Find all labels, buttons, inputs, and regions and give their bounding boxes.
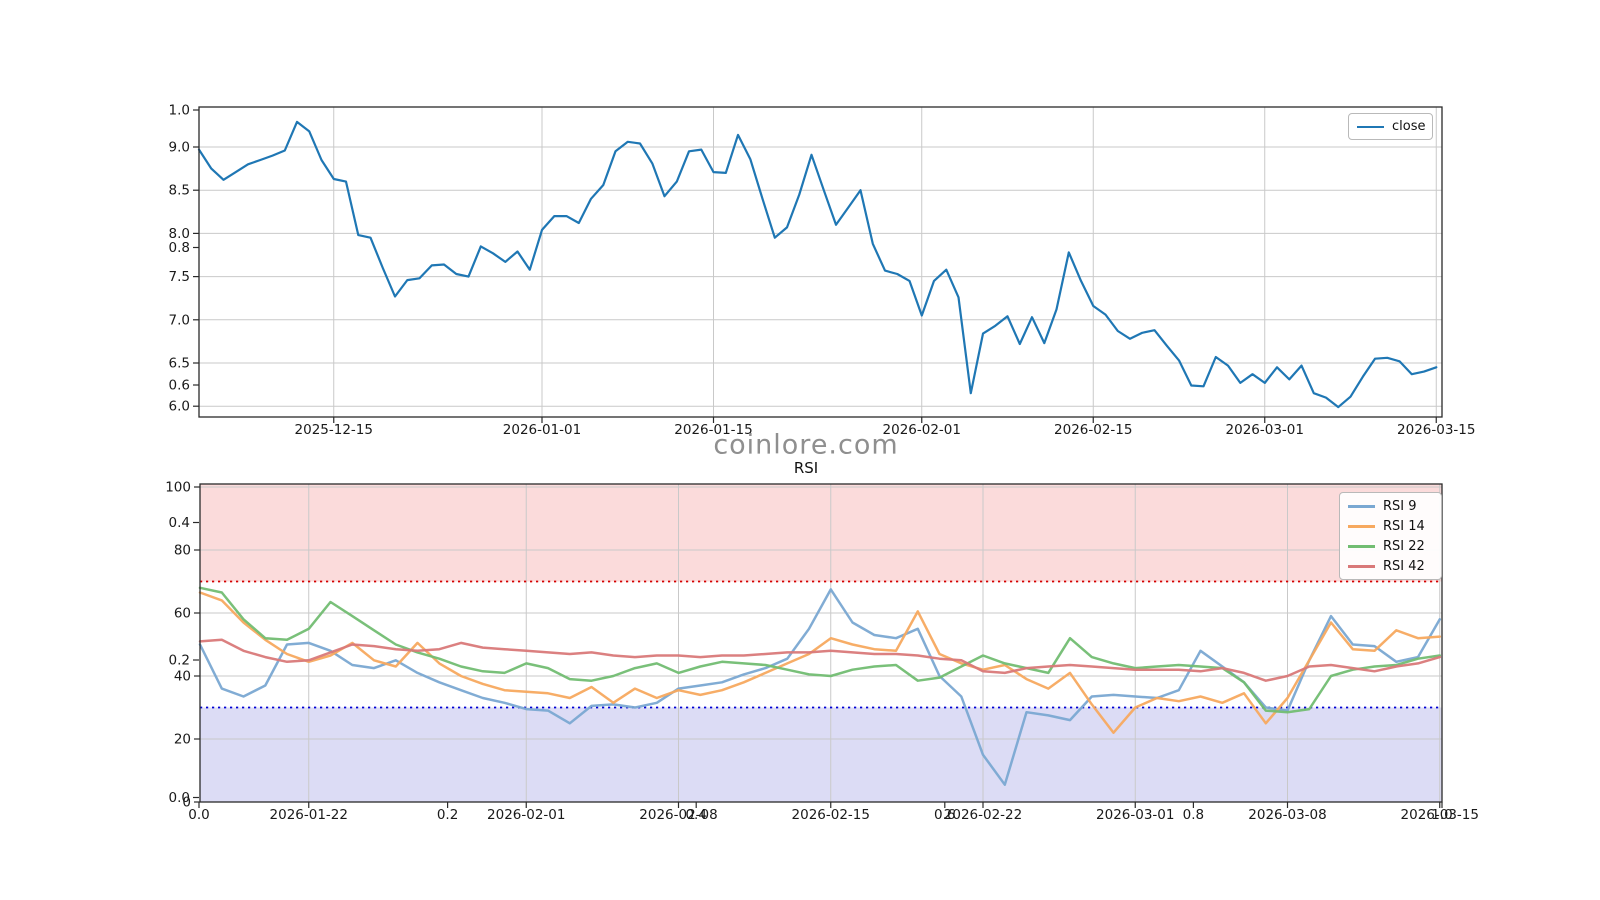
price-x-tick-label: 2025-12-15 — [295, 422, 373, 438]
legend-rsi: RSI 9 RSI 14 RSI 22 RSI 42 — [1339, 492, 1442, 580]
legend-item-close: close — [1357, 117, 1426, 136]
twin-x-tick-label: 0.0 — [188, 807, 209, 823]
legend-label: RSI 9 — [1383, 498, 1417, 514]
price-spines — [198, 106, 1443, 418]
price-y-tick-label: 8.5 — [169, 183, 190, 199]
legend-label: close — [1392, 119, 1426, 134]
rsi-y-tick-label: 60 — [174, 606, 191, 622]
rsi-x-tick-label: 2026-03-01 — [1096, 807, 1174, 823]
rsi-x-tick-label: 2026-03-15 — [1401, 807, 1479, 823]
oversold-band — [200, 707, 1442, 802]
price-y-tick-label: 6.0 — [169, 399, 190, 415]
twin-y-tick-label: 0.8 — [169, 240, 190, 256]
price-x-tick-label: 2026-02-01 — [883, 422, 961, 438]
rsi-x-tick-label: 2026-03-08 — [1248, 807, 1326, 823]
price-y-tick-label: 8.0 — [169, 226, 190, 242]
legend-item-rsi-22: RSI 22 — [1348, 536, 1433, 556]
legend-line-swatch — [1348, 564, 1375, 568]
legend-label: RSI 42 — [1383, 558, 1425, 574]
price-x-tick-label: 2026-03-15 — [1397, 422, 1475, 438]
legend-item-rsi-14: RSI 14 — [1348, 516, 1433, 536]
legend-label: RSI 14 — [1383, 518, 1425, 534]
rsi-y-tick-label: 40 — [174, 669, 191, 685]
twin-x-tick-label: 0.8 — [1183, 807, 1204, 823]
price-y-tick-label: 7.0 — [169, 312, 190, 328]
rsi-chart-title: RSI — [793, 459, 819, 477]
price-y-tick-label: 9.0 — [169, 140, 190, 156]
legend-line-swatch — [1348, 524, 1375, 528]
twin-y-tick-label: 1.0 — [169, 103, 190, 119]
legend-line-swatch — [1348, 504, 1375, 508]
rsi-line-rsi-22 — [198, 586, 1442, 714]
rsi-x-tick-label: 2026-02-22 — [944, 807, 1022, 823]
price-y-tick-label: 6.5 — [169, 356, 190, 372]
twin-y-tick-label: 0.4 — [169, 515, 190, 531]
twin-y-tick-label: 0.6 — [169, 378, 190, 394]
legend-label: RSI 22 — [1383, 538, 1425, 554]
price-x-tick-label: 2026-01-15 — [674, 422, 752, 438]
rsi-y-tick-label: 100 — [165, 480, 191, 496]
price-x-tick-label: 2026-02-15 — [1054, 422, 1132, 438]
watermark: coinlore.com — [713, 429, 899, 461]
price-x-tick-label: 2026-03-01 — [1226, 422, 1304, 438]
rsi-y-tick-label: 0 — [182, 795, 191, 811]
twin-x-tick-label: 0.6 — [934, 807, 955, 823]
overbought-band — [200, 484, 1442, 582]
rsi-line-rsi-42 — [198, 638, 1442, 682]
price-y-tick-label: 7.5 — [169, 269, 190, 285]
legend-item-rsi-42: RSI 42 — [1348, 556, 1433, 576]
price-x-tick-label: 2026-01-01 — [503, 422, 581, 438]
rsi-spines — [199, 483, 1443, 803]
rsi-x-tick-label: 2026-02-08 — [639, 807, 717, 823]
legend-item-rsi-9: RSI 9 — [1348, 496, 1433, 516]
rsi-x-tick-label: 2026-02-15 — [792, 807, 870, 823]
rsi-y-tick-label: 80 — [174, 543, 191, 559]
price-plot-area — [199, 107, 1442, 417]
price-line-close — [197, 120, 1438, 409]
twin-y-tick-label: 0.2 — [169, 653, 190, 669]
legend-close: close — [1348, 113, 1433, 140]
rsi-x-tick-label: 2026-01-22 — [270, 807, 348, 823]
legend-line-swatch — [1348, 544, 1375, 548]
rsi-y-tick-label: 20 — [174, 732, 191, 748]
legend-line-swatch — [1357, 125, 1384, 128]
twin-x-tick-label: 1.0 — [1431, 807, 1452, 823]
twin-x-tick-label: 0.4 — [685, 807, 706, 823]
twin-y-tick-label: 0.0 — [169, 790, 190, 806]
rsi-line-rsi-14 — [198, 591, 1442, 734]
rsi-x-tick-label: 2026-02-01 — [487, 807, 565, 823]
twin-x-tick-label: 0.2 — [437, 807, 458, 823]
